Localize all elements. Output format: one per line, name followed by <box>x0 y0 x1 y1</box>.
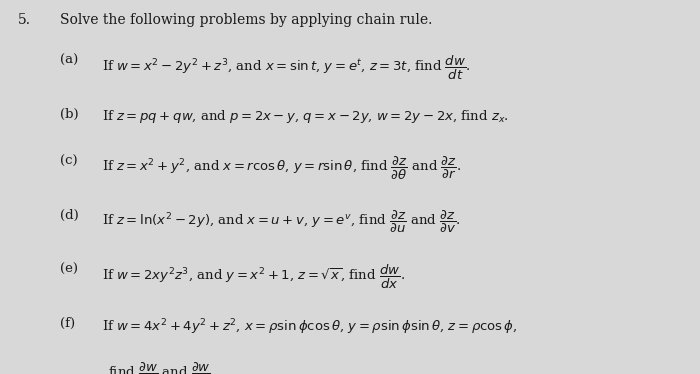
Text: (a): (a) <box>60 54 78 67</box>
Text: (f): (f) <box>60 318 75 331</box>
Text: If $w=x^2-2y^2+z^3$, and $x=\sin t$, $y=e^t$, $z=3t$, find $\dfrac{dw}{dt}$.: If $w=x^2-2y^2+z^3$, and $x=\sin t$, $y=… <box>102 54 470 82</box>
Text: (d): (d) <box>60 209 78 222</box>
Text: If $z=\ln(x^2-2y)$, and $x=u+v$, $y=e^v$, find $\dfrac{\partial z}{\partial u}$ : If $z=\ln(x^2-2y)$, and $x=u+v$, $y=e^v$… <box>102 209 461 235</box>
Text: (c): (c) <box>60 155 77 168</box>
Text: If $w=4x^2+4y^2+z^2$, $x=\rho\sin\phi\cos\theta$, $y=\rho\sin\phi\sin\theta$, $z: If $w=4x^2+4y^2+z^2$, $x=\rho\sin\phi\co… <box>102 318 517 337</box>
Text: If $z=x^2+y^2$, and $x=r\cos\theta$, $y=r\sin\theta$, find $\dfrac{\partial z}{\: If $z=x^2+y^2$, and $x=r\cos\theta$, $y=… <box>102 155 461 182</box>
Text: 5.: 5. <box>18 13 31 27</box>
Text: If $z=pq+qw$, and $p=2x-y$, $q=x-2y$, $w=2y-2x$, find $z_x$.: If $z=pq+qw$, and $p=2x-y$, $q=x-2y$, $w… <box>102 108 508 125</box>
Text: (b): (b) <box>60 108 78 121</box>
Text: If $w=2xy^2z^3$, and $y=x^2+1$, $z=\sqrt{x}$, find $\dfrac{dw}{dx}$.: If $w=2xy^2z^3$, and $y=x^2+1$, $z=\sqrt… <box>102 263 405 291</box>
Text: (e): (e) <box>60 263 78 276</box>
Text: find $\dfrac{\partial w}{\partial\rho}$ and $\dfrac{\partial w}{\partial\theta}$: find $\dfrac{\partial w}{\partial\rho}$ … <box>108 361 216 374</box>
Text: Solve the following problems by applying chain rule.: Solve the following problems by applying… <box>60 13 432 27</box>
